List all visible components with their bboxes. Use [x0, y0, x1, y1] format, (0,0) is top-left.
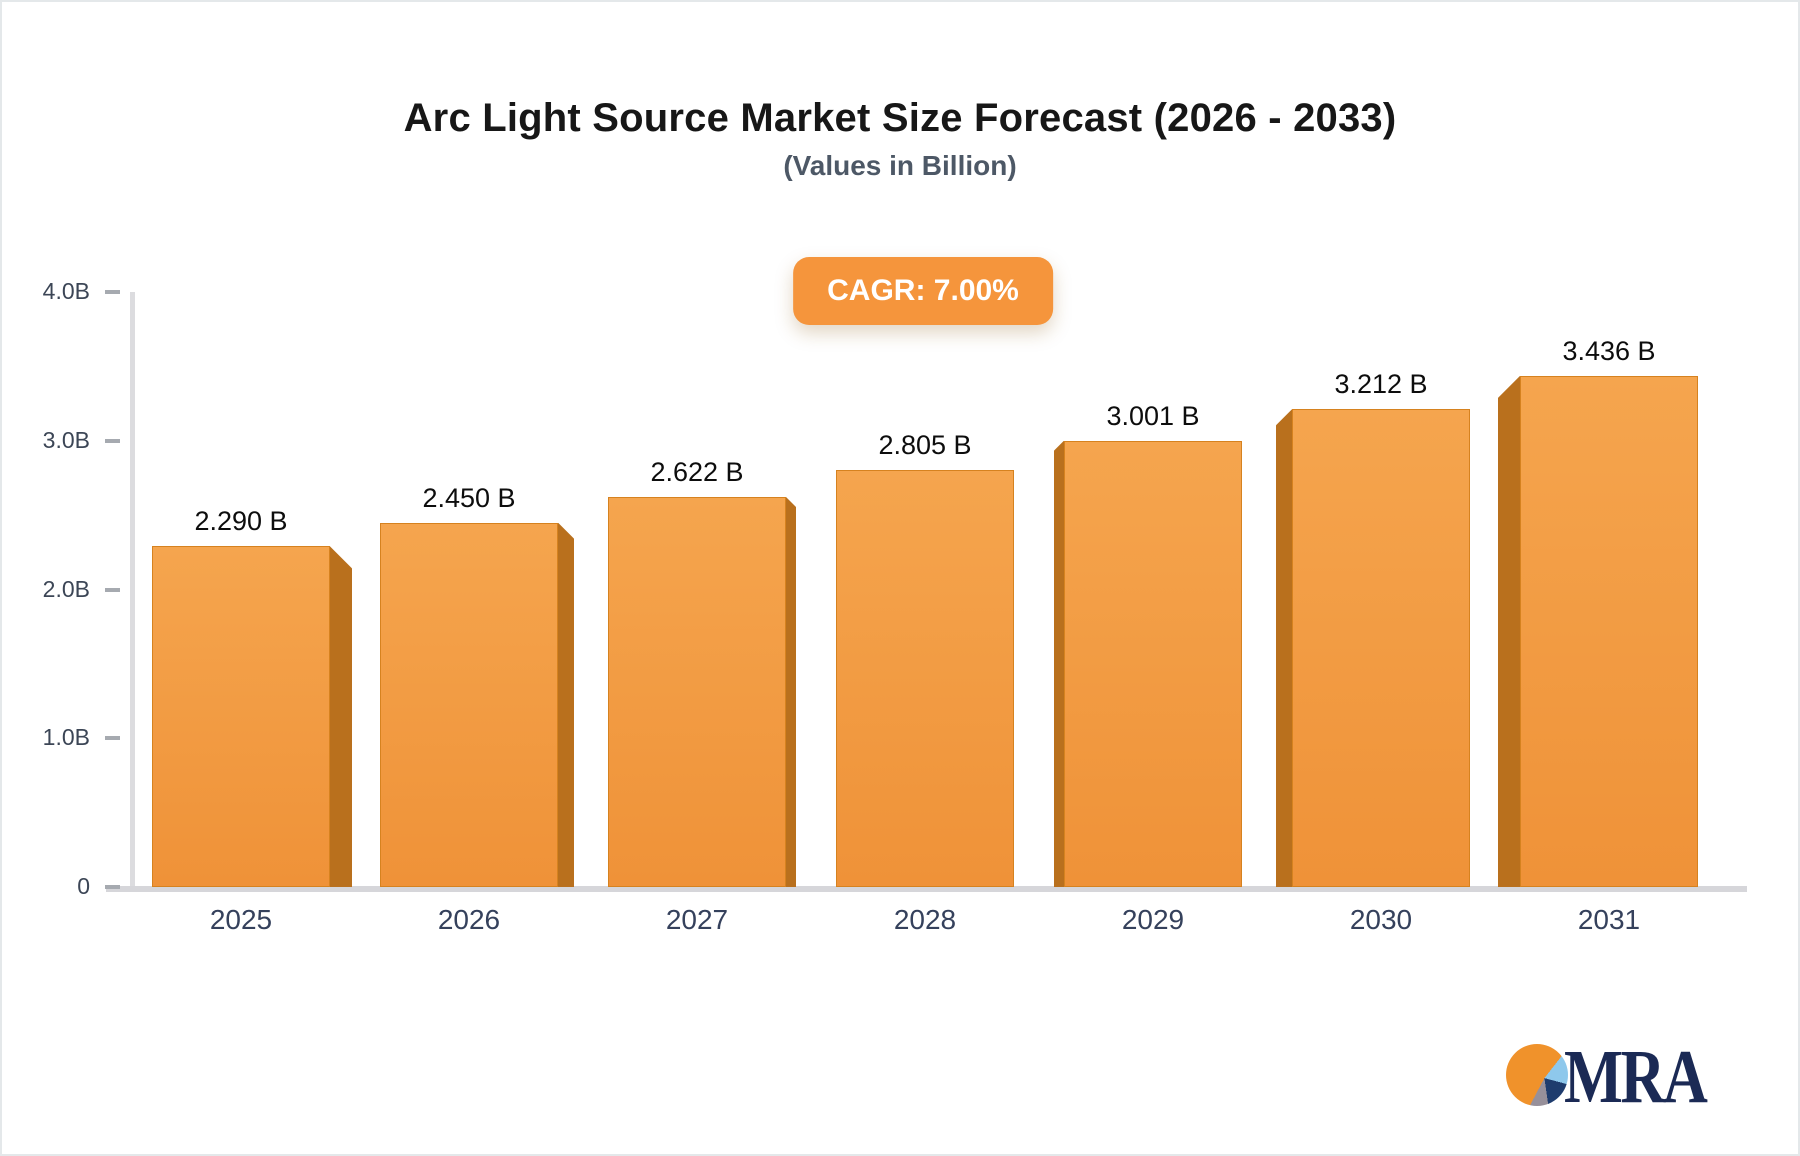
bar-2026: [380, 522, 558, 887]
x-axis-label: 2026: [437, 904, 501, 935]
y-tick-mark: [105, 587, 120, 592]
bar-value-label: 3.436 B: [1562, 335, 1656, 366]
x-axis-label: 2027: [665, 904, 729, 935]
y-tick-mark: [105, 290, 120, 294]
x-axis-label: 2029: [1121, 904, 1185, 935]
x-axis-label: 2031: [1577, 904, 1641, 935]
x-axis-label: 2030: [1349, 904, 1413, 935]
y-tick-label: 1.0B: [42, 724, 90, 751]
bar-side-face: [558, 522, 574, 887]
y-tick-mark: [105, 885, 120, 889]
y-tick-label: 3.0B: [42, 426, 90, 453]
bar-2031: [1520, 375, 1698, 887]
bar-2029: [1064, 440, 1242, 887]
y-tick-mark: [105, 438, 120, 443]
x-axis-baseline: [106, 886, 1747, 892]
x-axis-label: 2028: [893, 904, 957, 935]
bar-side-face: [1276, 409, 1292, 887]
mra-logo: MRA: [1506, 1032, 1766, 1122]
bar-2025: [152, 546, 330, 887]
bar-value-label: 3.001 B: [1106, 400, 1200, 431]
bar-2030: [1292, 409, 1470, 887]
bar-value-label: 3.212 B: [1334, 369, 1428, 400]
pie-chart-icon: [1506, 1044, 1568, 1106]
y-axis-line: [130, 292, 135, 887]
bar-side-face: [1498, 375, 1520, 887]
bar-value-label: 2.805 B: [878, 429, 972, 460]
chart-title: Arc Light Source Market Size Forecast (2…: [403, 96, 1397, 140]
y-tick-label: 4.0B: [42, 278, 90, 304]
y-tick-mark: [105, 736, 120, 741]
bar-side-face: [330, 546, 352, 887]
chart-subtitle: (Values in Billion): [783, 150, 1017, 181]
bar-value-label: 2.450 B: [422, 482, 516, 513]
bar-2027: [608, 496, 786, 887]
logo-text: MRA: [1564, 1035, 1708, 1119]
y-tick-label: 2.0B: [42, 575, 90, 602]
x-axis-label: 2025: [209, 904, 273, 935]
bar-value-label: 2.622 B: [650, 456, 744, 487]
bar-2028: [836, 469, 1014, 887]
bar-value-label: 2.290 B: [194, 506, 288, 537]
y-tick-label: 0: [77, 873, 90, 899]
bar-side-face: [1054, 440, 1064, 887]
bar-side-face: [786, 496, 796, 887]
cagr-badge: CAGR: 7.00%: [793, 257, 1053, 325]
